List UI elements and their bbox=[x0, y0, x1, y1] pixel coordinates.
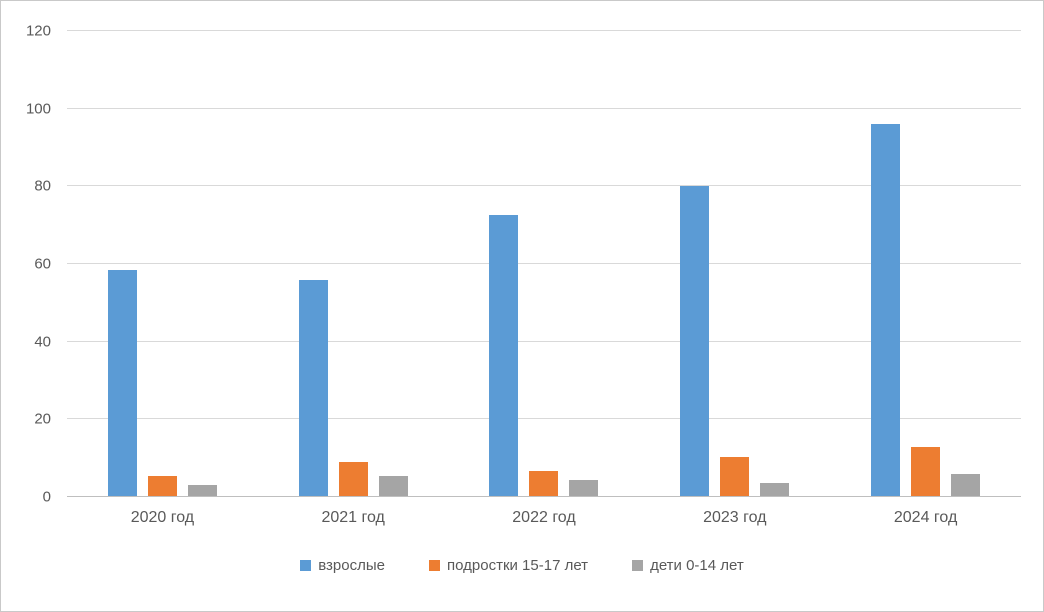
y-tick-label: 20 bbox=[34, 410, 51, 428]
bar-adults bbox=[489, 215, 519, 497]
legend-swatch-icon bbox=[300, 560, 312, 571]
y-tick-label: 120 bbox=[25, 22, 51, 40]
bar-children-0-14 bbox=[760, 483, 790, 497]
y-tick-label: 60 bbox=[34, 255, 51, 273]
bar-group bbox=[680, 31, 790, 497]
bar-children-0-14 bbox=[951, 474, 981, 497]
gridline bbox=[67, 418, 1021, 420]
y-tick-label: 0 bbox=[42, 488, 51, 506]
bar-adults bbox=[107, 269, 137, 497]
plot-area bbox=[67, 30, 1021, 497]
bar-teens-15-17 bbox=[720, 457, 750, 497]
legend-item-teens-15-17: подростки 15-17 лет bbox=[429, 557, 588, 574]
y-tick-label: 80 bbox=[34, 177, 51, 195]
gridline bbox=[67, 30, 1021, 31]
bar-adults bbox=[680, 186, 710, 497]
bar-teens-15-17 bbox=[338, 462, 368, 497]
bar-teens-15-17 bbox=[529, 470, 559, 497]
x-category-label: 2020 год bbox=[130, 509, 195, 526]
bar-groups bbox=[67, 31, 1021, 497]
bar-adults bbox=[871, 124, 901, 497]
y-tick-label: 100 bbox=[25, 100, 51, 118]
legend-item-children-0-14: дети 0-14 лет bbox=[632, 557, 744, 574]
bar-group bbox=[871, 31, 981, 497]
x-axis-line bbox=[67, 496, 1021, 497]
x-category-label: 2022 год bbox=[512, 509, 576, 526]
bar-adults bbox=[298, 279, 328, 497]
gridline bbox=[67, 185, 1021, 187]
bar-group bbox=[298, 31, 408, 497]
legend-swatch-icon bbox=[429, 560, 440, 571]
bar-teens-15-17 bbox=[911, 447, 941, 497]
bar-children-0-14 bbox=[378, 475, 408, 497]
gridline bbox=[67, 263, 1021, 264]
y-tick-label: 40 bbox=[34, 333, 51, 351]
bar-teens-15-17 bbox=[147, 476, 177, 497]
legend-swatch-icon bbox=[632, 560, 644, 571]
bar-children-0-14 bbox=[569, 480, 599, 497]
bar-group bbox=[489, 31, 599, 497]
legend: взрослые подростки 15-17 лет дети 0-14 лет bbox=[1, 557, 1043, 574]
legend-item-adults: взрослые bbox=[300, 557, 385, 574]
bar-group bbox=[107, 31, 217, 497]
legend-label: взрослые bbox=[318, 557, 385, 574]
x-category-label: 2023 год bbox=[703, 509, 767, 526]
legend-label: дети 0-14 лет bbox=[650, 557, 744, 574]
legend-label: подростки 15-17 лет bbox=[447, 557, 589, 574]
gridline bbox=[67, 107, 1021, 109]
bar-children-0-14 bbox=[187, 484, 217, 497]
y-axis: 0 20 40 60 80 100 120 bbox=[1, 24, 59, 505]
x-category-label: 2024 год bbox=[893, 509, 958, 526]
gridline bbox=[67, 340, 1021, 342]
x-category-label: 2021 год bbox=[321, 509, 385, 526]
x-axis: 2020 год 2021 год 2022 год 2023 год 2024 год bbox=[67, 509, 1021, 527]
